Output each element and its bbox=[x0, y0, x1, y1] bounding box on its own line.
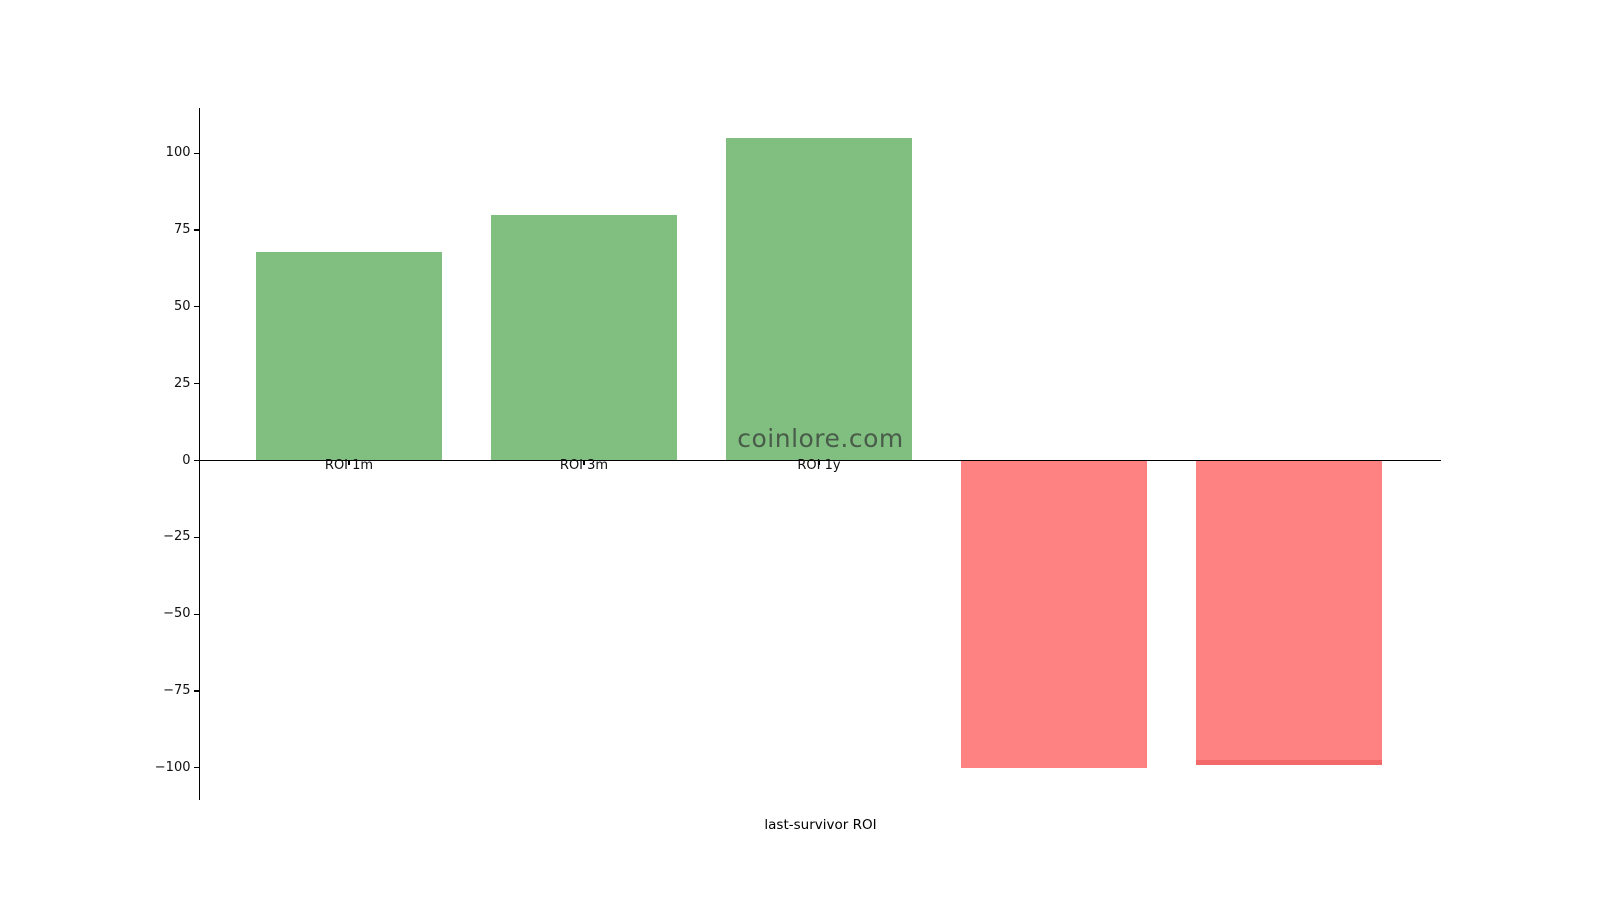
watermark: coinlore.com bbox=[737, 424, 904, 453]
y-tick-label: −75 bbox=[163, 682, 191, 698]
y-tick-mark bbox=[194, 536, 199, 538]
x-tick-mark bbox=[348, 460, 350, 465]
x-tick-label: ROI 1m bbox=[324, 457, 374, 473]
bar-roi-1m bbox=[256, 251, 442, 461]
y-tick-label: 0 bbox=[182, 452, 191, 468]
y-tick-label: 50 bbox=[173, 298, 191, 314]
bar-4 bbox=[961, 461, 1147, 769]
y-tick-mark bbox=[194, 459, 199, 462]
y-tick-mark bbox=[194, 767, 199, 769]
bar-roi-3m bbox=[491, 214, 677, 461]
x-tick-mark bbox=[818, 460, 820, 465]
y-tick-label: −50 bbox=[163, 606, 191, 622]
y-tick-label: 25 bbox=[173, 375, 191, 391]
y-tick-mark bbox=[194, 690, 199, 692]
y-tick-label: −100 bbox=[154, 759, 191, 775]
y-tick-label: 75 bbox=[173, 222, 191, 238]
bar-5 bbox=[1196, 461, 1382, 766]
y-tick-label: 100 bbox=[165, 145, 191, 161]
x-tick-label: ROI 3m bbox=[559, 457, 609, 473]
y-tick-label: −25 bbox=[163, 529, 191, 545]
y-tick-mark bbox=[194, 613, 199, 615]
y-tick-mark bbox=[194, 152, 199, 154]
y-tick-mark bbox=[194, 383, 199, 385]
y-axis-spine bbox=[198, 108, 200, 800]
y-tick-mark bbox=[194, 306, 199, 308]
chart-title: last-survivor ROI bbox=[764, 817, 877, 833]
x-tick-label: ROI 1y bbox=[797, 457, 841, 473]
bar-roi-1y bbox=[726, 137, 912, 461]
y-tick-mark bbox=[194, 229, 199, 231]
x-tick-mark bbox=[583, 460, 585, 465]
x-axis-zero-line bbox=[200, 459, 1441, 462]
